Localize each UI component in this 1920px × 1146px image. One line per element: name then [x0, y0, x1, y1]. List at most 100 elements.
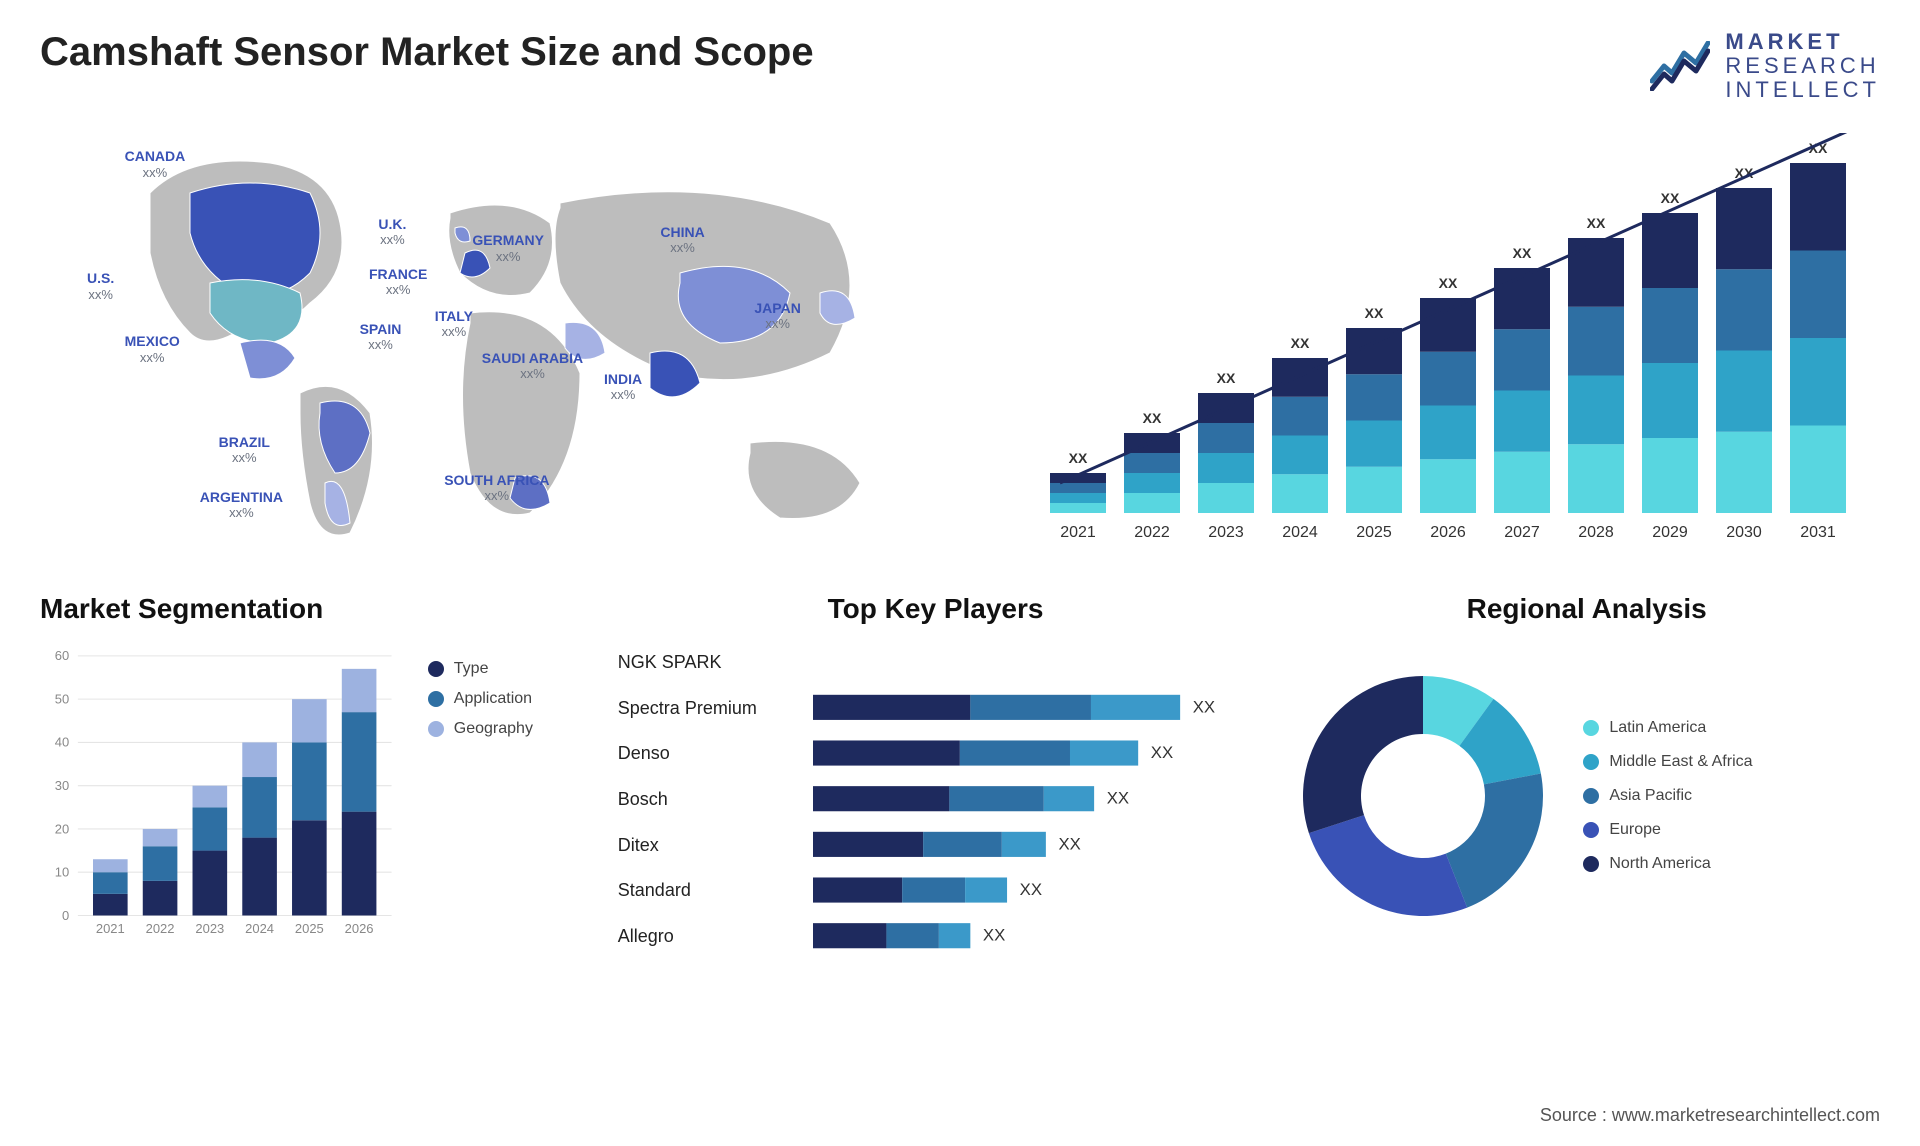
map-label-argentina: ARGENTINAxx%: [200, 490, 283, 521]
segmentation-chart: 0102030405060202120222023202420252026: [40, 640, 408, 953]
legend-label: Europe: [1609, 821, 1661, 839]
svg-text:XX: XX: [1587, 215, 1606, 231]
player-label-spectra-premium: Spectra Premium: [618, 698, 798, 719]
svg-text:20: 20: [55, 821, 69, 836]
svg-text:10: 10: [55, 864, 69, 879]
growth-chart-svg: XX2021XX2022XX2023XX2024XX2025XX2026XX20…: [1020, 133, 1880, 553]
svg-text:XX: XX: [1106, 788, 1128, 807]
map-label-canada: CANADAxx%: [125, 149, 186, 180]
map-label-u-s-: U.S.xx%: [87, 271, 114, 302]
map-label-brazil: BRAZILxx%: [219, 435, 270, 466]
region-legend-middle-east-africa: Middle East & Africa: [1583, 753, 1752, 771]
page-title: Camshaft Sensor Market Size and Scope: [40, 30, 814, 75]
legend-label: Type: [454, 660, 489, 678]
legend-swatch: [1583, 720, 1599, 736]
legend-label: Geography: [454, 720, 533, 738]
legend-swatch: [428, 721, 444, 737]
region-legend-europe: Europe: [1583, 821, 1752, 839]
map-label-mexico: MEXICOxx%: [125, 334, 180, 365]
svg-text:2030: 2030: [1726, 524, 1762, 541]
svg-text:XX: XX: [1019, 880, 1041, 899]
svg-text:XX: XX: [983, 925, 1005, 944]
player-label-bosch: Bosch: [618, 789, 798, 810]
regional-panel: Regional Analysis Latin America Middle Ea…: [1293, 593, 1880, 953]
svg-text:2022: 2022: [146, 920, 175, 935]
seg-legend-type: Type: [428, 660, 578, 678]
svg-text:2025: 2025: [295, 920, 324, 935]
svg-text:2029: 2029: [1652, 524, 1688, 541]
svg-text:2026: 2026: [1430, 524, 1466, 541]
svg-text:2027: 2027: [1504, 524, 1540, 541]
legend-label: Application: [454, 690, 532, 708]
legend-swatch: [428, 691, 444, 707]
svg-text:XX: XX: [1143, 410, 1162, 426]
map-label-india: INDIAxx%: [604, 372, 642, 403]
legend-label: Asia Pacific: [1609, 787, 1692, 805]
players-panel: Top Key Players NGK SPARKSpectra Premium…: [618, 593, 1254, 953]
legend-swatch: [1583, 822, 1599, 838]
svg-text:30: 30: [55, 778, 69, 793]
svg-text:2031: 2031: [1800, 524, 1836, 541]
svg-text:0: 0: [62, 907, 69, 922]
svg-text:2028: 2028: [1578, 524, 1614, 541]
segmentation-legend: Type Application Geography: [428, 640, 578, 953]
svg-text:XX: XX: [1513, 245, 1532, 261]
svg-text:2021: 2021: [96, 920, 125, 935]
map-label-u-k-: U.K.xx%: [378, 217, 406, 248]
legend-label: Latin America: [1609, 719, 1706, 737]
svg-text:2023: 2023: [1208, 524, 1244, 541]
region-legend-asia-pacific: Asia Pacific: [1583, 787, 1752, 805]
regional-title: Regional Analysis: [1293, 593, 1880, 625]
svg-text:XX: XX: [1069, 450, 1088, 466]
legend-label: North America: [1609, 855, 1710, 873]
seg-legend-application: Application: [428, 690, 578, 708]
player-label-ngk-spark: NGK SPARK: [618, 652, 798, 673]
svg-text:2025: 2025: [1356, 524, 1392, 541]
players-chart: XX XX XX XX XX XX: [813, 640, 1254, 960]
svg-text:XX: XX: [1217, 370, 1236, 386]
map-label-saudi-arabia: SAUDI ARABIAxx%: [482, 351, 583, 382]
legend-label: Middle East & Africa: [1609, 753, 1752, 771]
legend-swatch: [1583, 856, 1599, 872]
legend-swatch: [428, 661, 444, 677]
brand-logo: MARKET RESEARCH INTELLECT: [1650, 30, 1880, 103]
legend-swatch: [1583, 788, 1599, 804]
svg-text:40: 40: [55, 734, 69, 749]
logo-icon: [1650, 41, 1710, 91]
region-legend-north-america: North America: [1583, 855, 1752, 873]
seg-legend-geography: Geography: [428, 720, 578, 738]
svg-text:XX: XX: [1151, 743, 1173, 762]
svg-text:2024: 2024: [245, 920, 274, 935]
world-map-panel: CANADAxx% U.S.xx% MEXICOxx% BRAZILxx% ARGENT…: [40, 133, 980, 553]
map-label-south-africa: SOUTH AFRICAxx%: [444, 473, 549, 504]
map-label-germany: GERMANYxx%: [472, 233, 544, 264]
region-legend-latin-america: Latin America: [1583, 719, 1752, 737]
legend-swatch: [1583, 754, 1599, 770]
players-labels: NGK SPARKSpectra PremiumDensoBoschDitexS…: [618, 640, 798, 960]
player-label-denso: Denso: [618, 743, 798, 764]
svg-text:XX: XX: [1291, 335, 1310, 351]
svg-text:2024: 2024: [1282, 524, 1318, 541]
logo-line-1: MARKET: [1725, 30, 1880, 54]
player-label-standard: Standard: [618, 880, 798, 901]
svg-text:XX: XX: [1193, 697, 1215, 716]
segmentation-title: Market Segmentation: [40, 593, 578, 625]
regional-donut: [1293, 666, 1553, 926]
svg-text:XX: XX: [1058, 834, 1080, 853]
svg-text:XX: XX: [1439, 275, 1458, 291]
svg-text:60: 60: [55, 648, 69, 663]
svg-text:50: 50: [55, 691, 69, 706]
source-attribution: Source : www.marketresearchintellect.com: [1540, 1105, 1880, 1126]
regional-legend: Latin America Middle East & Africa Asia Pa…: [1583, 719, 1752, 873]
map-label-france: FRANCExx%: [369, 267, 427, 298]
map-label-italy: ITALYxx%: [435, 309, 473, 340]
svg-text:2022: 2022: [1134, 524, 1170, 541]
segmentation-panel: Market Segmentation 0 10 20 30 40 50 60 2021 202…: [40, 593, 578, 953]
player-label-allegro: Allegro: [618, 926, 798, 947]
map-label-japan: JAPANxx%: [754, 301, 800, 332]
growth-chart-panel: XX2021XX2022XX2023XX2024XX2025XX2026XX20…: [1020, 133, 1880, 553]
svg-text:2023: 2023: [195, 920, 224, 935]
svg-text:XX: XX: [1661, 190, 1680, 206]
map-label-china: CHINAxx%: [660, 225, 704, 256]
logo-line-3: INTELLECT: [1725, 78, 1880, 102]
